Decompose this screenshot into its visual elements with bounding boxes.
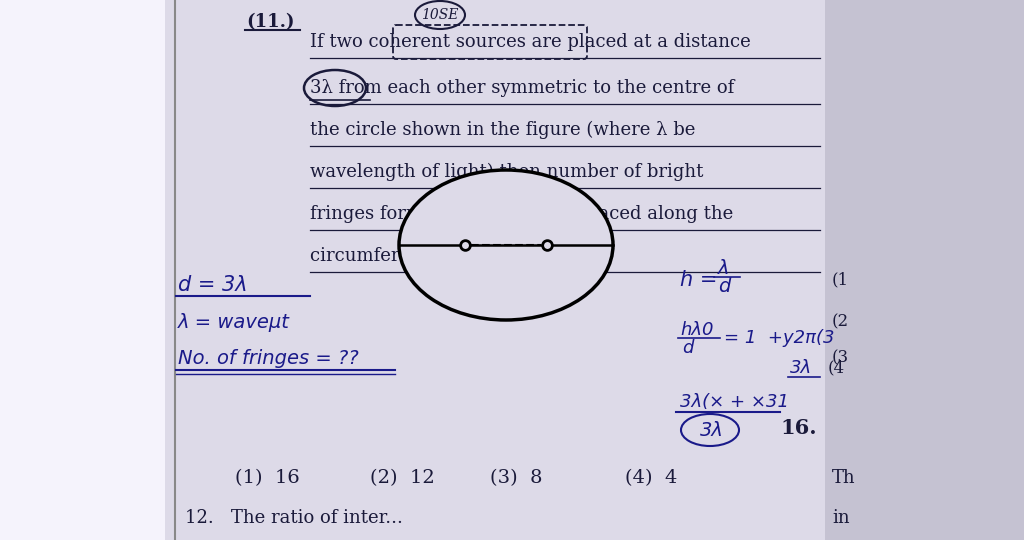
Text: 3λ from each other symmetric to the centre of: 3λ from each other symmetric to the cent… (310, 79, 734, 97)
Text: 12.   The ratio of inter...: 12. The ratio of inter... (185, 509, 402, 527)
Text: (1)  16: (1) 16 (234, 469, 300, 487)
Text: d = 3λ: d = 3λ (178, 275, 248, 295)
Bar (165, 0, 825, 540)
Text: (2: (2 (831, 314, 849, 330)
Text: λ = waveμt: λ = waveμt (178, 313, 290, 332)
Text: d: d (682, 339, 693, 357)
Text: 3λ: 3λ (700, 421, 724, 440)
Text: circumference is :-: circumference is :- (310, 247, 481, 265)
Text: (11.): (11.) (246, 13, 294, 31)
Text: 3λ: 3λ (496, 185, 516, 201)
Text: λ: λ (718, 259, 729, 278)
Text: fringes formed on the screen placed along the: fringes formed on the screen placed alon… (310, 205, 733, 223)
Ellipse shape (399, 170, 613, 320)
Text: h =: h = (680, 270, 718, 290)
Bar (0, 0, 165, 540)
Text: (4)  4: (4) 4 (625, 469, 677, 487)
Text: (2)  12: (2) 12 (370, 469, 435, 487)
Text: Th: Th (831, 469, 856, 487)
Text: 3λ(× + ×31: 3λ(× + ×31 (680, 393, 790, 411)
Text: in: in (831, 509, 850, 527)
Text: d: d (718, 278, 730, 296)
Text: (3)  8: (3) 8 (490, 469, 543, 487)
Text: (1: (1 (831, 272, 849, 288)
Text: No. of fringes = ??: No. of fringes = ?? (178, 348, 358, 368)
Text: If two coherent sources are placed at a distance: If two coherent sources are placed at a … (310, 33, 751, 51)
Text: 3λ: 3λ (790, 359, 812, 377)
Text: 16.: 16. (780, 418, 816, 438)
Text: 10SE: 10SE (421, 8, 459, 22)
Text: the circle shown in the figure (where λ be: the circle shown in the figure (where λ … (310, 121, 695, 139)
Bar (825, 0, 1024, 540)
Text: hλ0: hλ0 (680, 321, 714, 339)
Text: = 1  +y2π(3: = 1 +y2π(3 (724, 329, 835, 347)
Text: wavelength of light) then number of bright: wavelength of light) then number of brig… (310, 163, 703, 181)
Text: (4: (4 (828, 360, 845, 376)
Text: (3: (3 (831, 349, 849, 367)
